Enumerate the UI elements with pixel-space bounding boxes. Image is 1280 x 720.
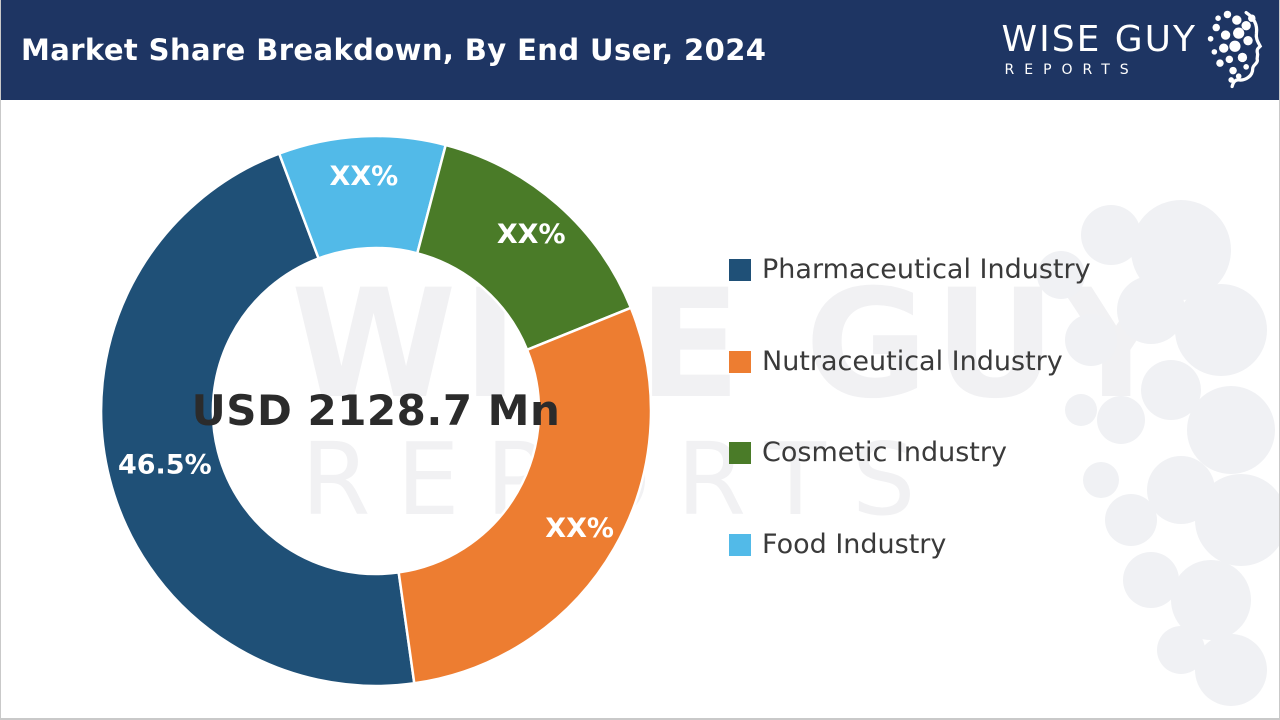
legend-item-food-industry: Food Industry: [729, 530, 1091, 560]
slice-nutraceutical-industry: [397, 306, 653, 685]
legend-label: Food Industry: [762, 529, 947, 561]
legend-swatch-pharmaceutical: [729, 258, 751, 281]
legend-item-cosmetic-industry: Cosmetic Industry: [729, 438, 1091, 468]
legend-swatch-cosmetic: [729, 442, 751, 465]
legend: Pharmaceutical Industry Nutraceutical In…: [729, 255, 1091, 560]
legend-item-pharmaceutical-industry: Pharmaceutical Industry: [729, 255, 1091, 285]
slice-label-cosmetic-industry: XX%: [497, 219, 566, 250]
logo-head-icon: [1207, 10, 1263, 89]
header-bar: Market Share Breakdown, By End User, 202…: [1, 0, 1279, 100]
wiseguy-logo: WISE GUY REPORTS: [1002, 10, 1264, 90]
logo-subtitle: REPORTS: [1004, 62, 1139, 78]
chart-title: Market Share Breakdown, By End User, 202…: [21, 33, 767, 67]
legend-swatch-nutraceutical: [729, 350, 751, 373]
legend-item-nutraceutical-industry: Nutraceutical Industry: [729, 345, 1091, 377]
slice-pharmaceutical-industry: [99, 152, 416, 688]
logo-wordmark-block: WISE GUY REPORTS: [1001, 19, 1198, 79]
logo-wordmark: WISE GUY: [1001, 19, 1197, 60]
donut-center-value: USD 2128.7 Mn: [191, 386, 561, 435]
legend-label: Nutraceutical Industry: [762, 345, 1063, 377]
slice-label-food-industry: XX%: [330, 161, 399, 192]
slice-label-nutraceutical-industry: XX%: [545, 513, 614, 544]
slice-label-pharmaceutical-industry: 46.5%: [118, 449, 212, 480]
legend-label: Cosmetic Industry: [762, 437, 1007, 469]
legend-swatch-food: [729, 533, 751, 556]
legend-label: Pharmaceutical Industry: [762, 254, 1091, 285]
